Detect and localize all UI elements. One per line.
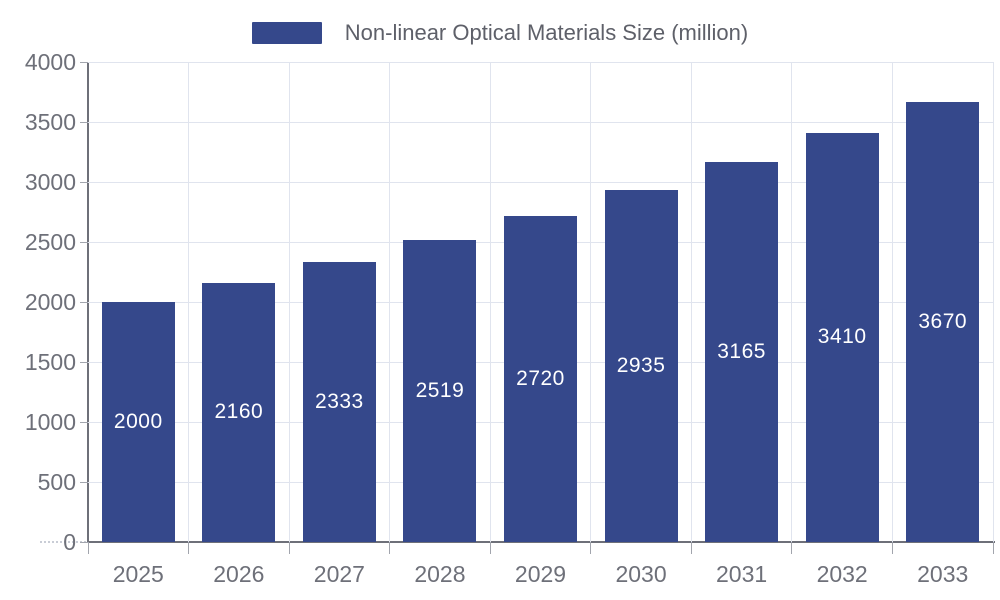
- y-axis-tick: [80, 421, 88, 423]
- y-axis-label-1500: 1500: [24, 349, 76, 375]
- x-axis-tick: [891, 542, 893, 554]
- x-axis-line: [87, 541, 995, 543]
- x-axis-tick: [590, 542, 592, 554]
- gridline-horizontal: [88, 181, 993, 183]
- x-axis-tick: [389, 542, 391, 554]
- gridline-vertical: [389, 62, 391, 542]
- y-axis-label-0: 0: [63, 529, 76, 555]
- bar-2030[interactable]: 2935: [604, 189, 678, 542]
- legend-label: Non-linear Optical Materials Size (milli…: [344, 20, 749, 45]
- x-axis-label-2031: 2031: [716, 561, 768, 587]
- gridline-horizontal: [88, 121, 993, 123]
- chart-legend[interactable]: Non-linear Optical Materials Size (milli…: [0, 20, 1000, 46]
- gridline-vertical: [188, 62, 190, 542]
- x-axis-tick: [288, 542, 290, 554]
- y-axis-label-500: 500: [37, 469, 76, 495]
- bar-2033[interactable]: 3670: [906, 101, 980, 542]
- gridline-vertical: [791, 62, 793, 542]
- y-axis-tick: [80, 241, 88, 243]
- y-axis-label-1000: 1000: [24, 409, 76, 435]
- x-axis-label-2025: 2025: [112, 561, 164, 587]
- gridline-vertical: [891, 62, 893, 542]
- bar-2031[interactable]: 3165: [705, 162, 779, 542]
- x-axis-tick: [690, 542, 692, 554]
- gridline-vertical: [590, 62, 592, 542]
- y-axis-label-3500: 3500: [24, 109, 76, 135]
- x-axis-label-2029: 2029: [514, 561, 567, 587]
- gridline-vertical: [489, 62, 491, 542]
- bar-2027[interactable]: 2333: [302, 262, 376, 542]
- bar-2026[interactable]: 2160: [202, 282, 276, 542]
- bar-2025[interactable]: 2000: [101, 302, 175, 542]
- y-axis-tick: [80, 121, 88, 123]
- bar-value-label: 2935: [616, 353, 666, 377]
- bar-2032[interactable]: 3410: [805, 132, 879, 542]
- plot-area: 2000 2160 2333 2519 2720 2935 3165 3410 3670: [87, 61, 995, 543]
- x-axis-tick: [188, 542, 190, 554]
- y-axis-tick: [80, 301, 88, 303]
- gridline-vertical: [288, 62, 290, 542]
- x-axis-tick: [87, 542, 89, 554]
- y-axis-label-4000: 4000: [24, 49, 76, 75]
- x-axis-label-2026: 2026: [213, 561, 265, 587]
- bar-2028[interactable]: 2519: [403, 239, 477, 542]
- y-axis-tick: [80, 61, 88, 63]
- gridline-horizontal: [88, 61, 993, 63]
- y-axis-label-2000: 2000: [24, 289, 76, 315]
- y-axis-tick: [80, 181, 88, 183]
- bar-value-label: 2519: [415, 378, 465, 402]
- bar-value-label: 2000: [113, 410, 163, 433]
- x-axis-tick: [791, 542, 793, 554]
- y-axis-label-2500: 2500: [24, 229, 76, 255]
- y-axis-tick: [80, 541, 88, 543]
- bar-value-label: 2720: [516, 366, 565, 390]
- x-axis-tick: [992, 542, 994, 554]
- x-axis-label-2028: 2028: [414, 561, 466, 587]
- x-axis-label-2032: 2032: [816, 561, 868, 587]
- x-axis-label-2030: 2030: [615, 561, 667, 587]
- bar-value-label: 2160: [214, 400, 264, 424]
- bar-value-label: 3165: [717, 340, 766, 364]
- bar-value-label: 2333: [315, 390, 364, 414]
- gridline-vertical: [690, 62, 692, 542]
- zero-tick-dashed-line: [40, 541, 86, 543]
- y-axis-tick: [80, 361, 88, 363]
- x-axis-tick: [489, 542, 491, 554]
- x-axis-label-2033: 2033: [917, 561, 969, 587]
- legend-swatch-icon: [251, 22, 322, 44]
- y-axis-tick: [80, 481, 88, 483]
- x-axis-label-2027: 2027: [313, 561, 365, 587]
- bar-value-label: 3410: [817, 325, 867, 349]
- bar-2029[interactable]: 2720: [504, 215, 577, 542]
- y-axis-label-3000: 3000: [24, 169, 76, 195]
- bar-value-label: 3670: [918, 309, 968, 333]
- gridline-vertical: [992, 62, 994, 542]
